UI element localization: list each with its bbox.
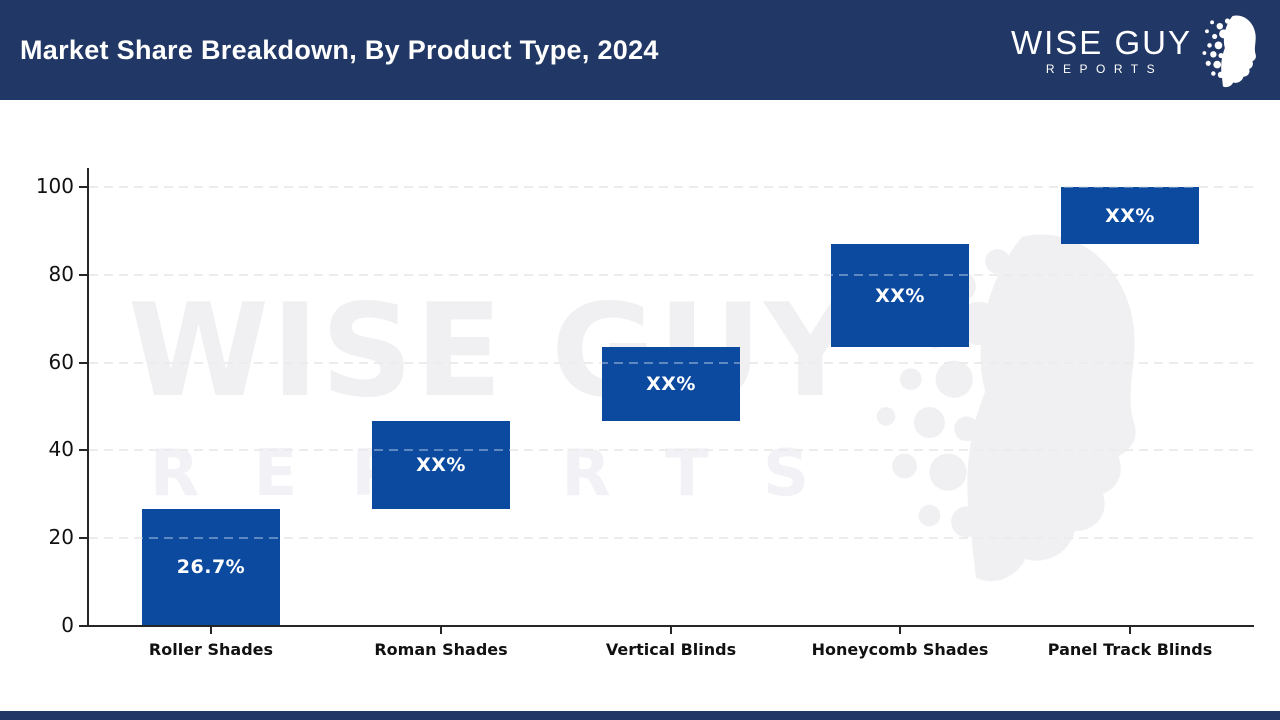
bar-value-label: 26.7% bbox=[176, 556, 246, 579]
brand-logo: WISE GUY REPORTS bbox=[1011, 12, 1262, 89]
footer-bar bbox=[0, 711, 1280, 720]
bar-value-label: XX% bbox=[1105, 204, 1155, 227]
x-category-label-honeycomb-shades: Honeycomb Shades bbox=[811, 640, 989, 659]
y-axis-line bbox=[87, 168, 89, 627]
x-category-label-roman-shades: Roman Shades bbox=[374, 640, 508, 659]
gridline-overlay-80 bbox=[89, 273, 1253, 276]
bar-value-label: XX% bbox=[416, 453, 466, 476]
gridline-overlay-100 bbox=[89, 186, 1253, 188]
x-axis-line bbox=[87, 625, 1254, 627]
x-tick-mark-vertical-blinds bbox=[670, 627, 672, 634]
y-tick-mark-60 bbox=[79, 361, 87, 364]
watermark-wordmark: WISE GUY bbox=[128, 277, 859, 426]
x-tick-mark-roller-shades bbox=[210, 627, 212, 634]
x-category-label-vertical-blinds: Vertical Blinds bbox=[605, 640, 737, 659]
bar-vertical-blinds: XX% bbox=[602, 347, 740, 421]
bar-value-label: XX% bbox=[875, 284, 925, 307]
y-tick-label-40: 40 bbox=[48, 437, 74, 462]
gridline-100 bbox=[89, 186, 1253, 188]
y-tick-mark-40 bbox=[79, 449, 87, 452]
logo-face-icon bbox=[1202, 15, 1256, 87]
y-tick-label-0: 0 bbox=[61, 613, 74, 637]
logo-subtext: REPORTS bbox=[1045, 61, 1164, 76]
bar-value-label: XX% bbox=[646, 373, 696, 396]
bar-roman-shades: XX% bbox=[372, 420, 510, 509]
gridline-overlay-60 bbox=[89, 361, 1253, 364]
y-tick-label-20: 20 bbox=[48, 525, 74, 550]
logo-wordmark: WISE GUY bbox=[1010, 23, 1192, 61]
y-tick-label-100: 100 bbox=[35, 174, 74, 198]
y-tick-mark-100 bbox=[79, 186, 87, 188]
gridline-overlay-20 bbox=[89, 537, 1253, 540]
x-category-label-panel-track-blinds: Panel Track Blinds bbox=[1047, 640, 1213, 659]
page-title: Market Share Breakdown, By Product Type,… bbox=[20, 34, 659, 65]
y-tick-mark-0 bbox=[79, 625, 87, 627]
bar-roller-shades: 26.7% bbox=[142, 508, 280, 626]
gridline-80 bbox=[89, 273, 1253, 276]
y-tick-mark-80 bbox=[79, 273, 87, 276]
x-tick-mark-honeycomb-shades bbox=[899, 627, 901, 634]
logo-text: WISE GUY REPORTS bbox=[1011, 26, 1192, 75]
gridline-overlay-40 bbox=[89, 449, 1253, 452]
x-tick-mark-roman-shades bbox=[440, 627, 442, 634]
bar-honeycomb-shades: XX% bbox=[831, 244, 969, 348]
y-tick-label-80: 80 bbox=[48, 261, 74, 286]
gridline-40 bbox=[89, 449, 1253, 452]
header-bar: Market Share Breakdown, By Product Type,… bbox=[0, 0, 1280, 100]
y-tick-mark-20 bbox=[79, 537, 87, 540]
x-category-label-roller-shades: Roller Shades bbox=[148, 640, 274, 659]
bar-panel-track-blinds: XX% bbox=[1061, 187, 1199, 245]
x-tick-mark-panel-track-blinds bbox=[1129, 627, 1131, 634]
gridline-20 bbox=[89, 537, 1253, 540]
y-tick-label-60: 60 bbox=[48, 349, 74, 374]
